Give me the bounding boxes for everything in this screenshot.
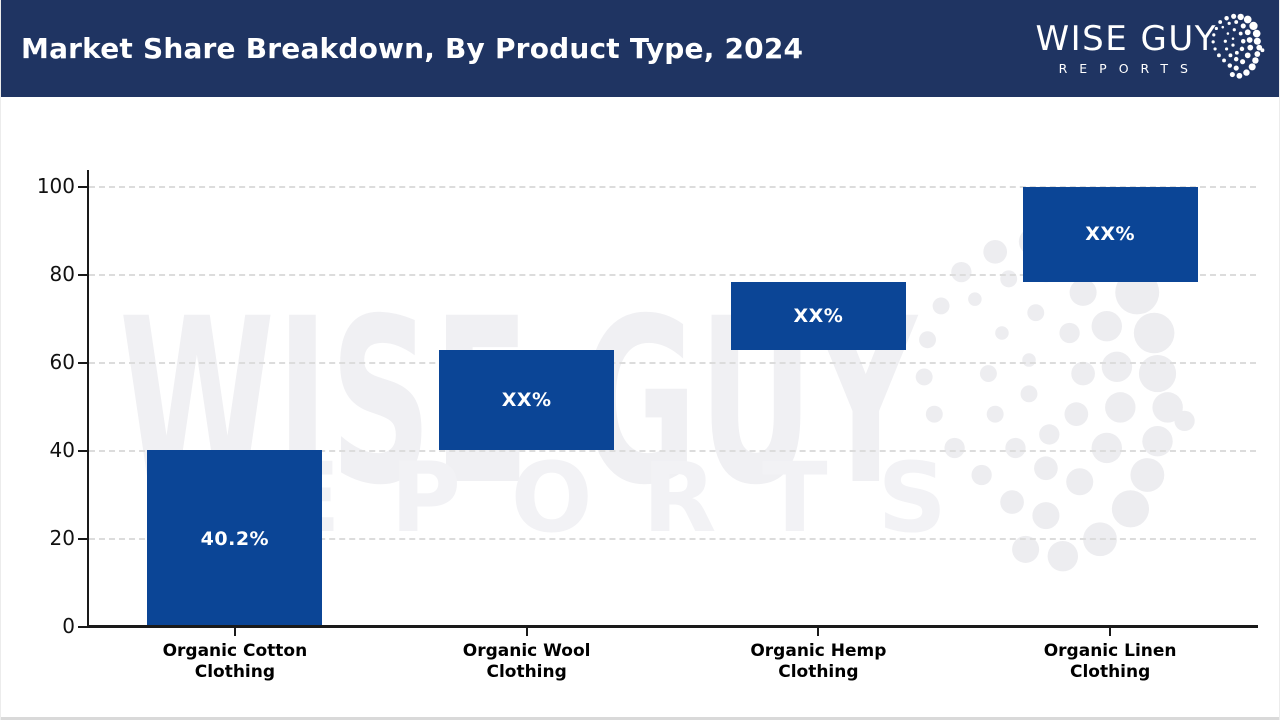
x-axis-label-organic-linen-clothing: Organic Linen Clothing xyxy=(970,641,1250,684)
logo-text-wiseguy: WISE GUY xyxy=(1035,18,1217,59)
x-axis-label-organic-hemp-clothing: Organic Hemp Clothing xyxy=(678,641,958,684)
wiseguy-logo: WISE GUY REPORTS xyxy=(1035,11,1265,87)
gridline-y-40 xyxy=(89,450,1256,452)
dotted-head-icon xyxy=(1211,13,1265,79)
x-axis-label-line2: Clothing xyxy=(194,662,276,683)
bar-organic-wool-clothing: XX% xyxy=(439,349,615,451)
bar-value-label-organic-linen-clothing: XX% xyxy=(1085,223,1136,246)
header-bar: Market Share Breakdown, By Product Type,… xyxy=(1,0,1279,97)
y-tick-mark-40 xyxy=(78,450,87,452)
x-axis-label-line1: Organic Hemp xyxy=(750,641,887,661)
x-axis-spine xyxy=(87,625,1258,628)
x-tick-mark-organic-cotton-clothing xyxy=(233,628,236,636)
gridline-y-80 xyxy=(89,274,1256,276)
y-tick-label-40: 40 xyxy=(49,438,75,463)
gridline-y-60 xyxy=(89,362,1256,364)
x-axis-label-line2: Clothing xyxy=(486,662,567,683)
bar-value-label-organic-cotton-clothing: 40.2% xyxy=(200,527,270,550)
y-tick-label-0: 0 xyxy=(62,614,75,639)
bottom-border-line xyxy=(1,717,1279,720)
logo-wordmark: WISE GUY REPORTS xyxy=(1035,22,1217,76)
chart-title: Market Share Breakdown, By Product Type,… xyxy=(21,31,804,65)
plot-area: 40.2% XX% XX% XX% xyxy=(89,186,1256,627)
x-axis-label-line2: Clothing xyxy=(778,662,859,683)
bar-organic-linen-clothing: XX% xyxy=(1022,187,1198,282)
bar-organic-cotton-clothing: 40.2% xyxy=(147,450,323,627)
gridline-y-100 xyxy=(89,186,1256,188)
x-axis-label-line2: Clothing xyxy=(1069,662,1151,683)
y-tick-mark-20 xyxy=(78,538,87,540)
x-tick-mark-organic-wool-clothing xyxy=(525,628,528,636)
bar-organic-hemp-clothing: XX% xyxy=(730,281,906,350)
x-tick-mark-organic-linen-clothing xyxy=(1109,628,1112,636)
x-tick-mark-organic-hemp-clothing xyxy=(817,628,820,636)
bar-value-label-organic-wool-clothing: XX% xyxy=(501,388,552,411)
bar-value-label-organic-hemp-clothing: XX% xyxy=(793,304,844,327)
y-axis-spine xyxy=(87,170,89,627)
x-axis-label-line1: Organic Cotton xyxy=(162,641,308,661)
y-tick-label-100: 100 xyxy=(36,174,75,199)
x-axis-label-organic-cotton-clothing: Organic Cotton Clothing xyxy=(95,641,375,684)
y-tick-mark-60 xyxy=(78,362,87,364)
gridline-y-20 xyxy=(89,538,1256,540)
x-axis-label-line1: Organic Wool xyxy=(462,641,591,661)
y-tick-label-60: 60 xyxy=(49,350,75,375)
x-axis-label-line1: Organic Linen xyxy=(1043,641,1177,661)
y-tick-mark-0 xyxy=(78,626,87,628)
y-tick-label-20: 20 xyxy=(49,526,75,551)
logo-text-reports: REPORTS xyxy=(1058,60,1200,76)
x-axis-label-organic-wool-clothing: Organic Wool Clothing xyxy=(387,641,667,684)
y-tick-label-80: 80 xyxy=(49,262,75,287)
y-tick-mark-80 xyxy=(78,274,87,276)
y-tick-mark-100 xyxy=(78,186,87,188)
